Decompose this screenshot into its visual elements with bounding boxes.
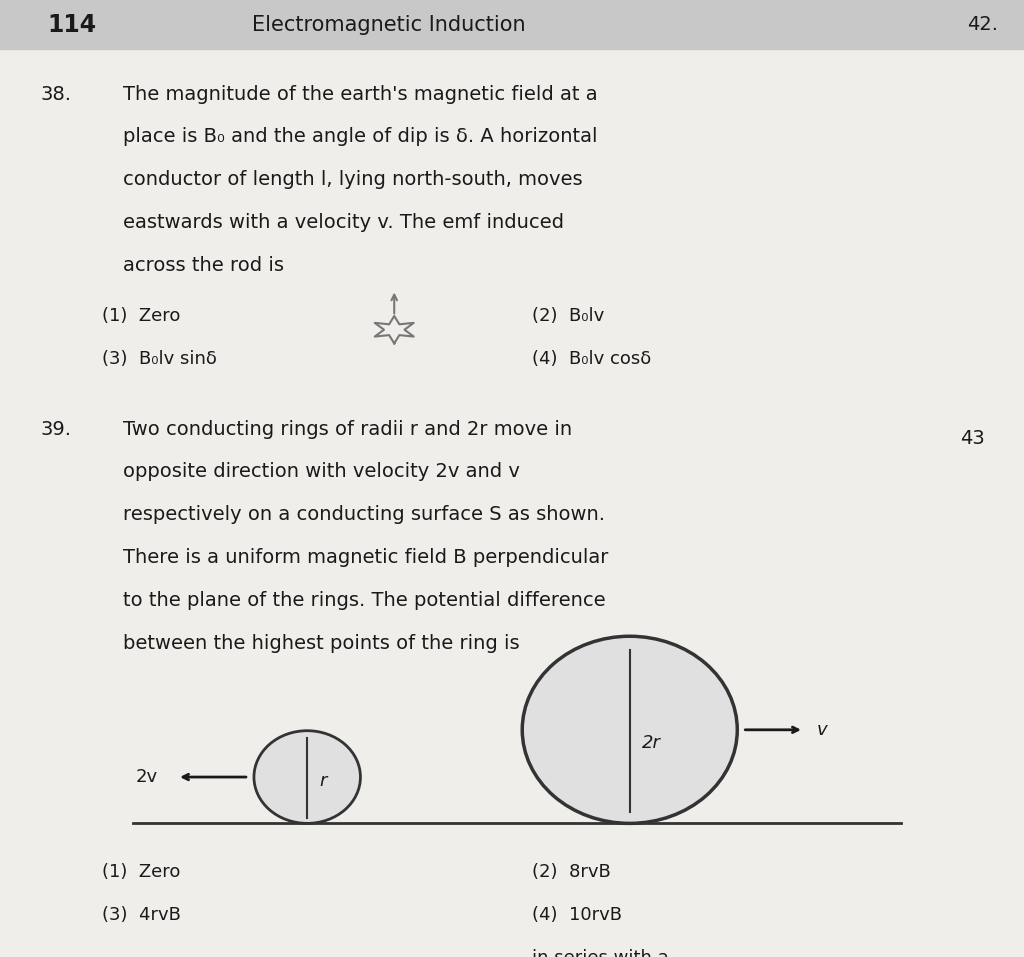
Text: (1)  Zero: (1) Zero bbox=[102, 863, 181, 881]
Text: (2)  B₀lv: (2) B₀lv bbox=[532, 307, 605, 325]
Text: There is a uniform magnetic field B perpendicular: There is a uniform magnetic field B perp… bbox=[123, 548, 608, 568]
Text: (3)  4rvB: (3) 4rvB bbox=[102, 906, 181, 924]
Text: Two conducting rings of radii r and 2r move in: Two conducting rings of radii r and 2r m… bbox=[123, 420, 572, 438]
Circle shape bbox=[254, 731, 360, 823]
Text: in series with a: in series with a bbox=[532, 949, 670, 957]
Text: respectively on a conducting surface S as shown.: respectively on a conducting surface S a… bbox=[123, 505, 605, 524]
Text: 39.: 39. bbox=[41, 420, 72, 438]
Text: v: v bbox=[817, 721, 827, 739]
Text: opposite direction with velocity 2v and v: opposite direction with velocity 2v and … bbox=[123, 462, 520, 481]
Text: 114: 114 bbox=[47, 13, 96, 37]
Text: r: r bbox=[319, 772, 327, 790]
Text: across the rod is: across the rod is bbox=[123, 256, 284, 275]
Text: 42.: 42. bbox=[968, 15, 998, 34]
Text: place is B₀ and the angle of dip is δ. A horizontal: place is B₀ and the angle of dip is δ. A… bbox=[123, 127, 597, 146]
Text: 2r: 2r bbox=[642, 734, 660, 752]
Text: to the plane of the rings. The potential difference: to the plane of the rings. The potential… bbox=[123, 590, 605, 610]
Text: Electromagnetic Induction: Electromagnetic Induction bbox=[252, 15, 526, 35]
Text: (3)  B₀lv sinδ: (3) B₀lv sinδ bbox=[102, 350, 217, 368]
Text: conductor of length l, lying north-south, moves: conductor of length l, lying north-south… bbox=[123, 170, 583, 189]
Text: (2)  8rvB: (2) 8rvB bbox=[532, 863, 611, 881]
Text: eastwards with a velocity v. The emf induced: eastwards with a velocity v. The emf ind… bbox=[123, 213, 564, 232]
Text: (1)  Zero: (1) Zero bbox=[102, 307, 181, 325]
Bar bbox=[0, 0, 1024, 49]
Text: (4)  B₀lv cosδ: (4) B₀lv cosδ bbox=[532, 350, 651, 368]
Text: (4)  10rvB: (4) 10rvB bbox=[532, 906, 623, 924]
Text: between the highest points of the ring is: between the highest points of the ring i… bbox=[123, 634, 519, 653]
Text: 38.: 38. bbox=[41, 84, 72, 103]
Text: 2v: 2v bbox=[135, 768, 158, 786]
Text: 43: 43 bbox=[961, 429, 985, 448]
Circle shape bbox=[522, 636, 737, 823]
Text: The magnitude of the earth's magnetic field at a: The magnitude of the earth's magnetic fi… bbox=[123, 84, 598, 103]
